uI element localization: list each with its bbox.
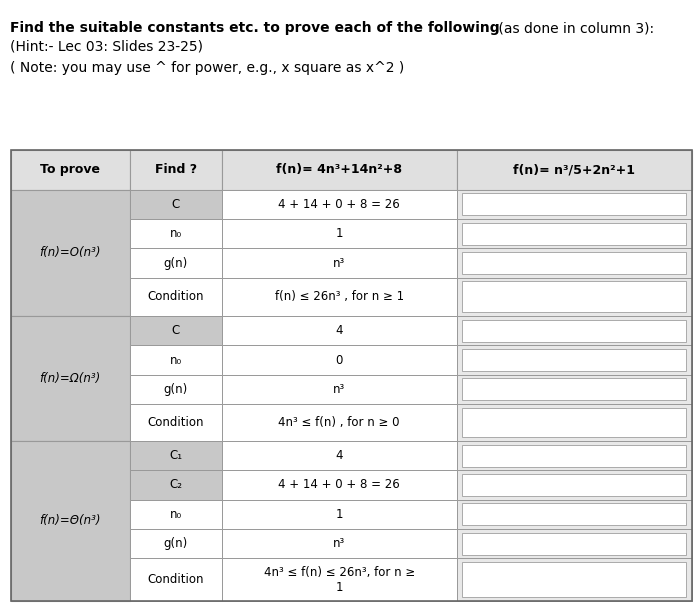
Bar	[222, 316, 456, 345]
Text: 4n³ ≤ f(n) ≤ 26n³, for n ≥
1: 4n³ ≤ f(n) ≤ 26n³, for n ≥ 1	[263, 565, 415, 594]
Bar	[456, 375, 692, 404]
Bar	[10, 150, 130, 190]
Bar	[456, 441, 692, 470]
Bar	[462, 562, 686, 597]
Text: 4: 4	[335, 449, 343, 462]
Text: f(n)= n³/5+2n²+1: f(n)= n³/5+2n²+1	[513, 163, 635, 176]
Text: To prove: To prove	[40, 163, 100, 176]
Bar	[130, 470, 222, 499]
Bar	[130, 558, 222, 601]
Text: f(n) ≤ 26n³ , for n ≥ 1: f(n) ≤ 26n³ , for n ≥ 1	[274, 290, 404, 304]
Bar	[456, 219, 692, 248]
Text: n³: n³	[333, 537, 345, 550]
Bar	[222, 558, 456, 601]
Bar	[456, 529, 692, 558]
Text: 4n³ ≤ f(n) , for n ≥ 0: 4n³ ≤ f(n) , for n ≥ 0	[279, 416, 400, 429]
Text: n₀: n₀	[169, 227, 182, 240]
Bar	[222, 345, 456, 375]
Text: g(n): g(n)	[164, 256, 188, 269]
Bar	[222, 375, 456, 404]
Text: Condition: Condition	[148, 416, 204, 429]
Bar	[462, 474, 686, 496]
Text: f(n)=O(n³): f(n)=O(n³)	[39, 246, 101, 259]
Text: 0: 0	[335, 354, 343, 367]
Bar	[462, 503, 686, 525]
Text: Find ?: Find ?	[155, 163, 197, 176]
Bar	[456, 558, 692, 601]
Text: (as done in column 3):: (as done in column 3):	[494, 21, 654, 35]
Bar	[462, 378, 686, 400]
Text: C₂: C₂	[169, 479, 182, 491]
Text: f(n)=Θ(n³): f(n)=Θ(n³)	[39, 515, 101, 528]
Bar	[462, 319, 686, 341]
Bar	[130, 529, 222, 558]
Bar	[462, 349, 686, 371]
Bar	[130, 190, 222, 219]
Text: C: C	[172, 198, 180, 211]
Text: Condition: Condition	[148, 290, 204, 304]
Bar	[130, 150, 222, 190]
Bar	[462, 408, 686, 437]
Bar	[130, 316, 222, 345]
Bar	[130, 404, 222, 441]
Bar	[222, 248, 456, 278]
Text: 4: 4	[335, 324, 343, 337]
Bar	[456, 248, 692, 278]
Bar	[222, 219, 456, 248]
Text: g(n): g(n)	[164, 383, 188, 396]
Bar	[462, 282, 686, 312]
Bar	[10, 316, 130, 441]
Bar	[222, 529, 456, 558]
Bar	[462, 532, 686, 554]
Text: n₀: n₀	[169, 354, 182, 367]
Bar	[10, 441, 130, 601]
Bar	[130, 248, 222, 278]
Bar	[462, 444, 686, 466]
Bar	[456, 499, 692, 529]
Text: 4 + 14 + 0 + 8 = 26: 4 + 14 + 0 + 8 = 26	[279, 479, 400, 491]
Text: 4 + 14 + 0 + 8 = 26: 4 + 14 + 0 + 8 = 26	[279, 198, 400, 211]
Text: C: C	[172, 324, 180, 337]
Text: C₁: C₁	[169, 449, 182, 462]
Text: n₀: n₀	[169, 508, 182, 521]
Bar	[462, 193, 686, 215]
Bar	[130, 499, 222, 529]
Bar	[222, 499, 456, 529]
Text: f(n)=Ω(n³): f(n)=Ω(n³)	[39, 372, 101, 385]
Bar	[222, 150, 456, 190]
Bar	[10, 190, 130, 316]
Bar	[222, 404, 456, 441]
Bar	[456, 470, 692, 499]
Text: Find the suitable constants etc. to prove each of the following: Find the suitable constants etc. to prov…	[10, 21, 500, 35]
Text: ( Note: you may use ^ for power, e.g., x square as x^2 ): ( Note: you may use ^ for power, e.g., x…	[10, 61, 405, 75]
Bar	[130, 441, 222, 470]
Text: n³: n³	[333, 383, 345, 396]
Bar	[10, 150, 692, 601]
Bar	[222, 278, 456, 316]
Bar	[222, 441, 456, 470]
Bar	[130, 375, 222, 404]
Bar	[130, 278, 222, 316]
Text: 1: 1	[335, 508, 343, 521]
Bar	[456, 278, 692, 316]
Text: n³: n³	[333, 256, 345, 269]
Text: Condition: Condition	[148, 573, 204, 586]
Text: g(n): g(n)	[164, 537, 188, 550]
Bar	[456, 150, 692, 190]
Bar	[222, 470, 456, 499]
Bar	[222, 190, 456, 219]
Bar	[456, 316, 692, 345]
Bar	[456, 404, 692, 441]
Bar	[456, 345, 692, 375]
Text: (Hint:- Lec 03: Slides 23-25): (Hint:- Lec 03: Slides 23-25)	[10, 40, 204, 54]
Bar	[130, 219, 222, 248]
Bar	[462, 252, 686, 274]
Bar	[130, 345, 222, 375]
Bar	[456, 190, 692, 219]
Bar	[462, 223, 686, 245]
Text: f(n)= 4n³+14n²+8: f(n)= 4n³+14n²+8	[276, 163, 402, 176]
Text: 1: 1	[335, 227, 343, 240]
